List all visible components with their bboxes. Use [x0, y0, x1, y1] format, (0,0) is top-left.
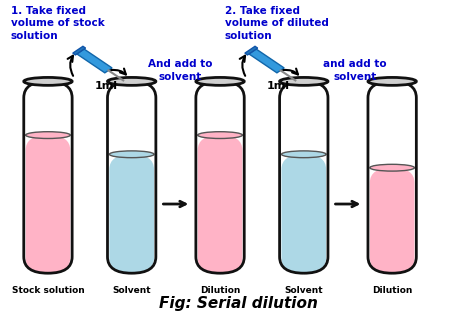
Text: Stock solution: Stock solution: [11, 286, 84, 295]
FancyBboxPatch shape: [24, 81, 72, 273]
Polygon shape: [245, 46, 258, 55]
Text: 2. Take fixed
volume of diluted
solution: 2. Take fixed volume of diluted solution: [225, 6, 328, 41]
Polygon shape: [249, 49, 284, 73]
Polygon shape: [73, 46, 85, 55]
Ellipse shape: [26, 132, 70, 139]
Text: Solvent: Solvent: [284, 286, 323, 295]
FancyBboxPatch shape: [196, 81, 244, 273]
Ellipse shape: [196, 77, 244, 85]
FancyBboxPatch shape: [280, 81, 328, 273]
Ellipse shape: [368, 77, 416, 85]
Ellipse shape: [198, 132, 242, 139]
Text: Dilution: Dilution: [200, 286, 240, 295]
Text: 1. Take fixed
volume of stock
solution: 1. Take fixed volume of stock solution: [11, 6, 104, 41]
Text: Fig: Serial dilution: Fig: Serial dilution: [159, 296, 318, 311]
FancyBboxPatch shape: [108, 81, 156, 273]
FancyBboxPatch shape: [26, 135, 70, 273]
Text: 1ml: 1ml: [95, 81, 118, 91]
Text: And add to
solvent: And add to solvent: [148, 60, 213, 82]
FancyBboxPatch shape: [198, 135, 242, 273]
Text: 1ml: 1ml: [267, 81, 290, 91]
Polygon shape: [77, 49, 112, 73]
Ellipse shape: [282, 151, 326, 158]
FancyBboxPatch shape: [109, 154, 154, 273]
Ellipse shape: [280, 77, 328, 85]
Ellipse shape: [109, 151, 154, 158]
Ellipse shape: [24, 77, 72, 85]
FancyBboxPatch shape: [370, 168, 414, 273]
FancyBboxPatch shape: [368, 81, 416, 273]
Text: and add to
solvent: and add to solvent: [323, 60, 387, 82]
FancyBboxPatch shape: [282, 154, 326, 273]
Text: Dilution: Dilution: [372, 286, 412, 295]
Ellipse shape: [108, 77, 156, 85]
Text: Solvent: Solvent: [112, 286, 151, 295]
Ellipse shape: [370, 164, 414, 171]
